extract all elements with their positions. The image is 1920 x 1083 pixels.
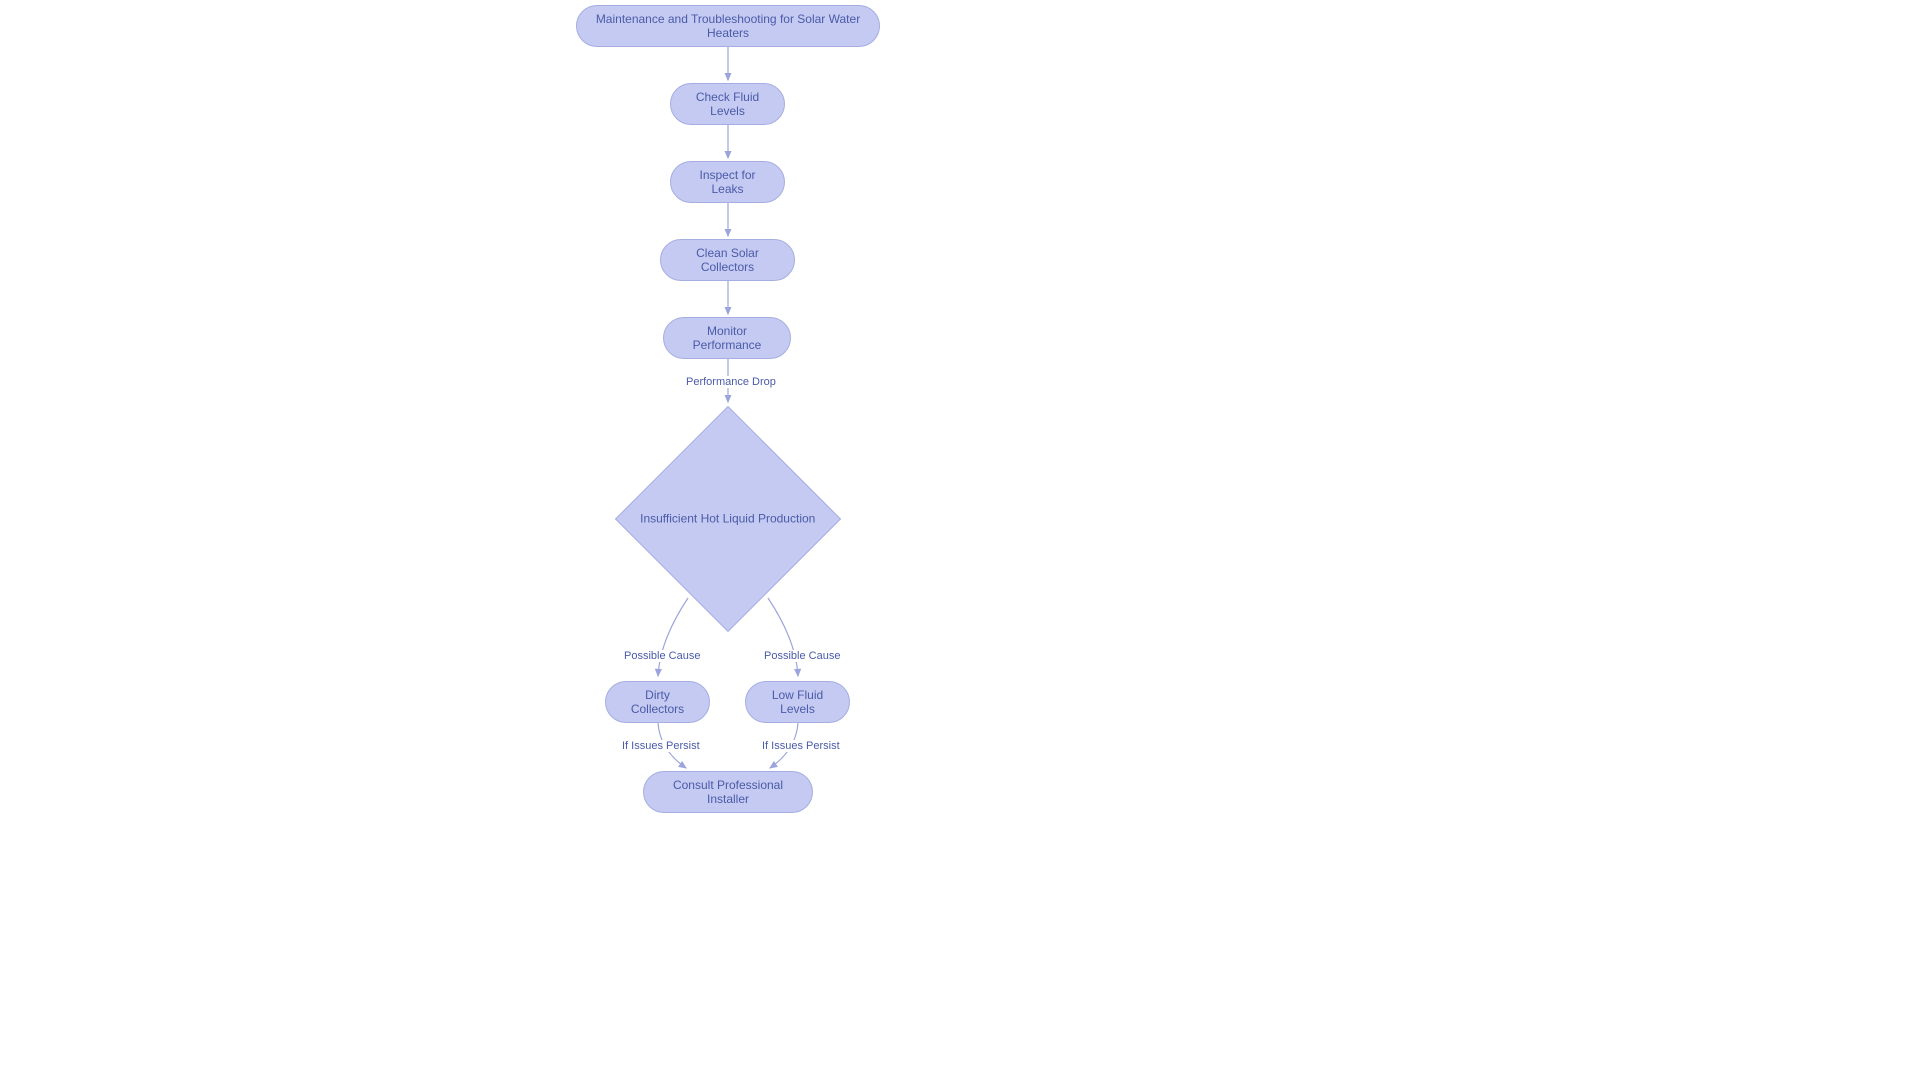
node-inspect-leaks: Inspect for Leaks — [670, 161, 785, 203]
edge-label-persist-right: If Issues Persist — [760, 740, 842, 752]
node-monitor-performance: Monitor Performance — [663, 317, 791, 359]
node-low-fluid: Low Fluid Levels — [745, 681, 850, 723]
node-check-fluid: Check Fluid Levels — [670, 83, 785, 125]
node-consult-installer: Consult Professional Installer — [643, 771, 813, 813]
edge-label-cause-left: Possible Cause — [622, 650, 702, 662]
node-clean-collectors: Clean Solar Collectors — [660, 239, 795, 281]
edge-label-persist-left-text: If Issues Persist — [622, 740, 700, 752]
node-consult-installer-label: Consult Professional Installer — [658, 778, 798, 806]
node-title-label: Maintenance and Troubleshooting for Sola… — [591, 12, 865, 40]
edge-label-cause-right: Possible Cause — [762, 650, 842, 662]
node-check-fluid-label: Check Fluid Levels — [685, 90, 770, 118]
node-monitor-performance-label: Monitor Performance — [678, 324, 776, 352]
edge-label-performance-drop: Performance Drop — [684, 376, 778, 388]
edge-label-persist-right-text: If Issues Persist — [762, 740, 840, 752]
node-insufficient-hot: Insufficient Hot Liquid Production — [615, 406, 841, 632]
node-insufficient-hot-label: Insufficient Hot Liquid Production — [640, 512, 815, 526]
node-low-fluid-label: Low Fluid Levels — [760, 688, 835, 716]
node-title: Maintenance and Troubleshooting for Sola… — [576, 5, 880, 47]
edge-label-persist-left: If Issues Persist — [620, 740, 702, 752]
node-clean-collectors-label: Clean Solar Collectors — [675, 246, 780, 274]
edge-label-performance-drop-text: Performance Drop — [686, 376, 776, 388]
node-inspect-leaks-label: Inspect for Leaks — [685, 168, 770, 196]
edge-label-cause-right-text: Possible Cause — [764, 650, 840, 662]
node-dirty-collectors-label: Dirty Collectors — [620, 688, 695, 716]
node-dirty-collectors: Dirty Collectors — [605, 681, 710, 723]
edge-label-cause-left-text: Possible Cause — [624, 650, 700, 662]
edges-layer — [0, 0, 1920, 1083]
